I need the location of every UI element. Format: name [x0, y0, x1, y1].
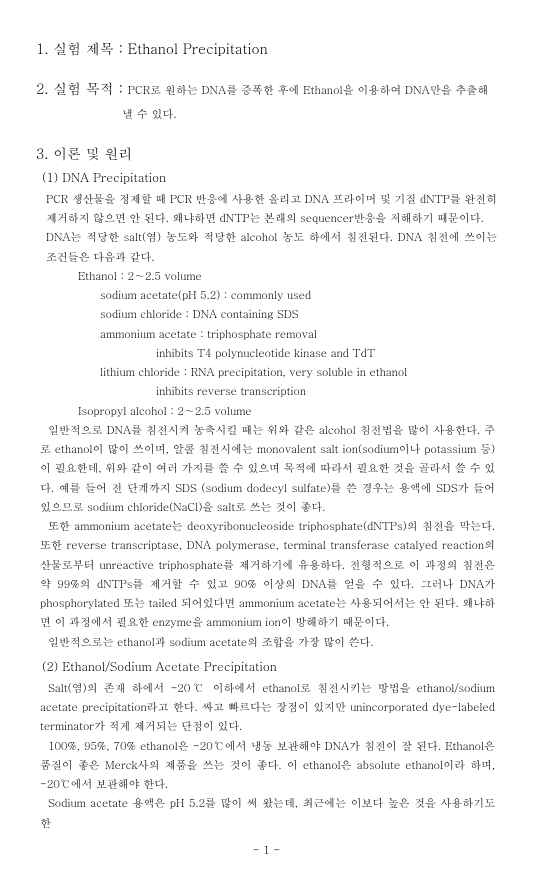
section-label: 실험 제목 — [53, 38, 114, 58]
body-paragraph: Sodium acetate 용액은 pH 5.2를 많이 써 왔는데, 최근에… — [40, 794, 495, 833]
section-label: 실험 목적 — [53, 78, 114, 98]
subsection-1-heading: (1) DNA Precipitation — [42, 169, 497, 186]
section-title: 이론 및 원리 — [53, 143, 132, 163]
list-item: sodium chloride : DNA containing SDS — [100, 305, 497, 324]
list-item: inhibits reverse transcription — [156, 382, 497, 401]
body-paragraph: 일반적으로 DNA를 침전시켜 농축시킬 때는 위와 같은 alcohol 침전… — [40, 421, 495, 517]
section-number: 2. — [36, 78, 48, 98]
body-paragraph: PCR 생산물을 정제할 때 PCR 반응에 사용한 올리고 DNA 프라이머 … — [46, 190, 497, 229]
list-item: inhibits T4 polynucleotide kinase and Td… — [156, 344, 497, 363]
document-page: 1. 실험 제목 : Ethanol Precipitation 2. 실험 목… — [0, 0, 533, 878]
section-number: 3. — [36, 143, 48, 163]
separator: : — [114, 38, 128, 58]
list-item: sodium acetate(pH 5.2) : commonly used — [100, 286, 497, 305]
subsection-2-heading: (2) Ethanol/Sodium Acetate Precipitation — [42, 658, 497, 675]
section-number: 1. — [36, 38, 48, 58]
separator: : — [114, 78, 128, 98]
page-number: - 1 - — [36, 843, 497, 858]
section-1-heading: 1. 실험 제목 : Ethanol Precipitation — [36, 38, 497, 58]
body-paragraph: 또한 ammonium acetate는 deoxyribonucleoside… — [40, 517, 495, 633]
list-item: Isopropyl alcohol : 2∼2.5 volume — [78, 402, 497, 421]
section-3-heading: 3. 이론 및 원리 — [36, 143, 497, 163]
body-paragraph: Salt(염)의 존재 하에서 -20℃ 이하에서 ethanol로 침전시키는… — [40, 679, 495, 737]
section-2-heading: 2. 실험 목적 : PCR로 원하는 DNA를 증폭한 후에 Ethanol을… — [36, 76, 497, 101]
body-paragraph: DNA는 적당한 salt(염) 농도와 적당한 alcohol 농도 하에서 … — [46, 228, 497, 267]
section-title: Ethanol Precipitation — [128, 38, 268, 58]
body-paragraph: 100%, 95%, 70% ethanol은 -20℃에서 냉동 보관해야 D… — [40, 737, 495, 795]
list-item: Ethanol : 2∼2.5 volume — [78, 267, 497, 286]
list-item: lithium chloride : RNA precipitation, ve… — [100, 363, 497, 382]
body-paragraph: 일반적으로는 ethanol과 sodium acetate의 조합을 가장 많… — [40, 633, 495, 652]
section-2-cont: 낼 수 있다. — [122, 105, 497, 125]
section-text: PCR로 원하는 DNA를 증폭한 후에 Ethanol을 이용하여 DNA만을… — [128, 83, 489, 98]
list-item: ammonium acetate : triphosphate removal — [100, 325, 497, 344]
